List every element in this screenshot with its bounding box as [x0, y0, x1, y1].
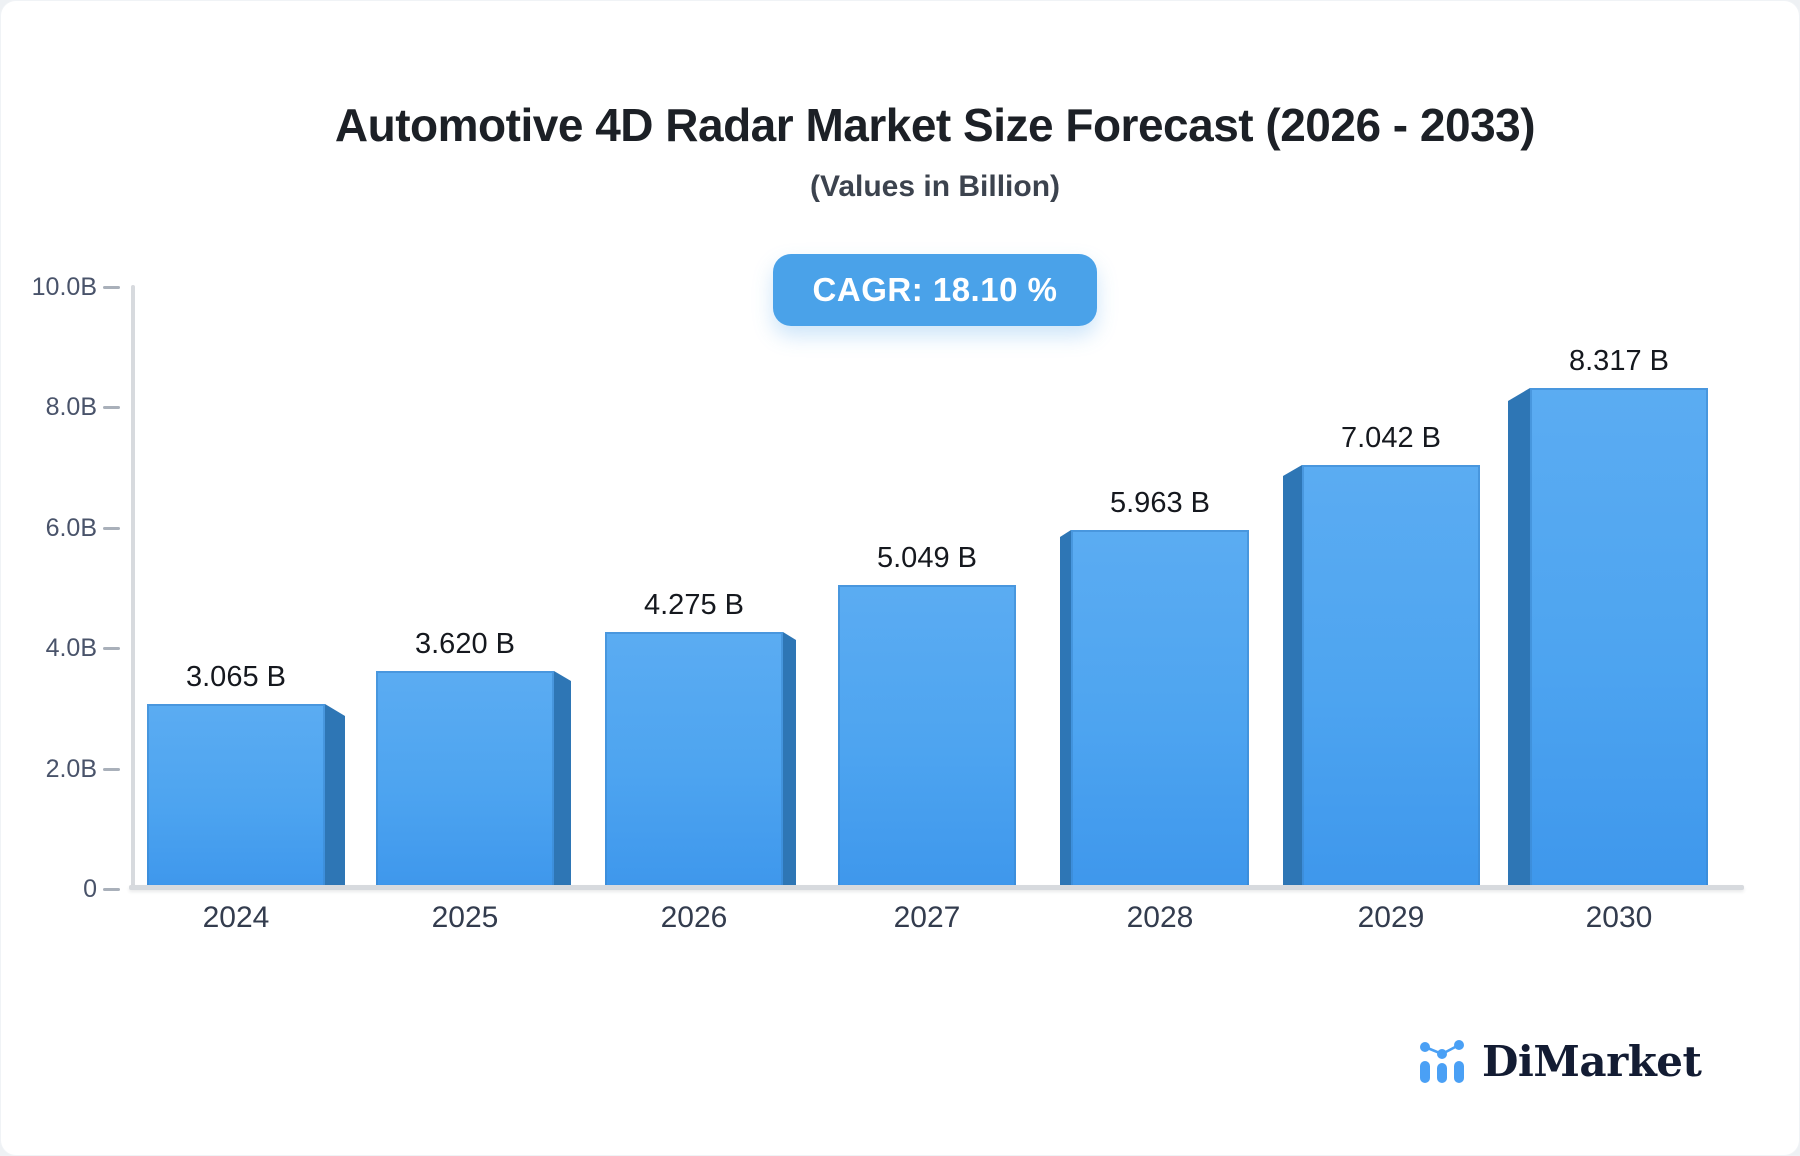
y-axis-label: 0	[83, 875, 97, 903]
bar-value-label: 8.317 B	[1569, 345, 1669, 377]
bar-2027	[838, 585, 1016, 889]
mini-bar-line-chart-icon	[1420, 1040, 1464, 1083]
bar-2026	[605, 632, 783, 889]
y-axis-tick	[103, 888, 120, 891]
bar-3d-side	[1508, 388, 1530, 889]
x-axis-label: 2024	[202, 901, 270, 934]
bar-value-label: 5.963 B	[1110, 487, 1210, 519]
y-axis-tick	[103, 526, 120, 530]
bar-value-label: 7.042 B	[1341, 422, 1441, 454]
y-axis-tick	[103, 406, 120, 410]
x-axis-label: 2025	[431, 901, 499, 934]
bar-3d-side	[325, 704, 345, 889]
bar-3d-side	[783, 632, 796, 889]
y-axis-label: 2.0B	[45, 754, 97, 783]
x-axis-label: 2026	[660, 901, 728, 934]
bar-value-label: 5.049 B	[877, 542, 977, 574]
bar-2025	[376, 671, 554, 889]
x-axis-line	[129, 885, 1744, 890]
y-axis-label: 10.0B	[31, 273, 97, 301]
cagr-badge-row: CAGR: 18.10 %	[131, 254, 1739, 326]
bar-value-label: 3.620 B	[415, 628, 515, 660]
bar-value-label: 4.275 B	[644, 589, 744, 621]
bar-3d-side	[1283, 465, 1302, 889]
y-axis-tick	[103, 286, 120, 289]
bar-2029	[1302, 465, 1480, 889]
bar-2024	[147, 704, 325, 889]
bar-value-label: 3.065 B	[186, 661, 286, 693]
bar-2030	[1530, 388, 1708, 889]
y-axis-label: 8.0B	[45, 393, 97, 422]
dimarket-logo: DiMarket	[1417, 1037, 1702, 1087]
y-axis-tick	[103, 647, 120, 651]
bar-2028	[1071, 530, 1249, 889]
y-axis-label: 4.0B	[45, 634, 97, 663]
x-axis-label: 2030	[1585, 901, 1653, 934]
y-axis-line	[131, 285, 135, 889]
y-axis-label: 6.0B	[45, 513, 97, 542]
chart-subtitle: (Values in Billion)	[809, 170, 1061, 203]
cagr-badge: CAGR: 18.10 %	[772, 254, 1098, 326]
bar-3d-side	[554, 671, 571, 889]
x-axis-label: 2027	[893, 901, 961, 934]
bar-3d-side	[1060, 530, 1071, 889]
logo-wordmark: DiMarket	[1482, 1037, 1702, 1086]
y-axis-tick	[103, 767, 120, 771]
x-axis-label: 2028	[1126, 901, 1194, 934]
page-title: Automotive 4D Radar Market Size Forecast…	[334, 99, 1536, 151]
x-axis-label: 2029	[1357, 901, 1425, 934]
